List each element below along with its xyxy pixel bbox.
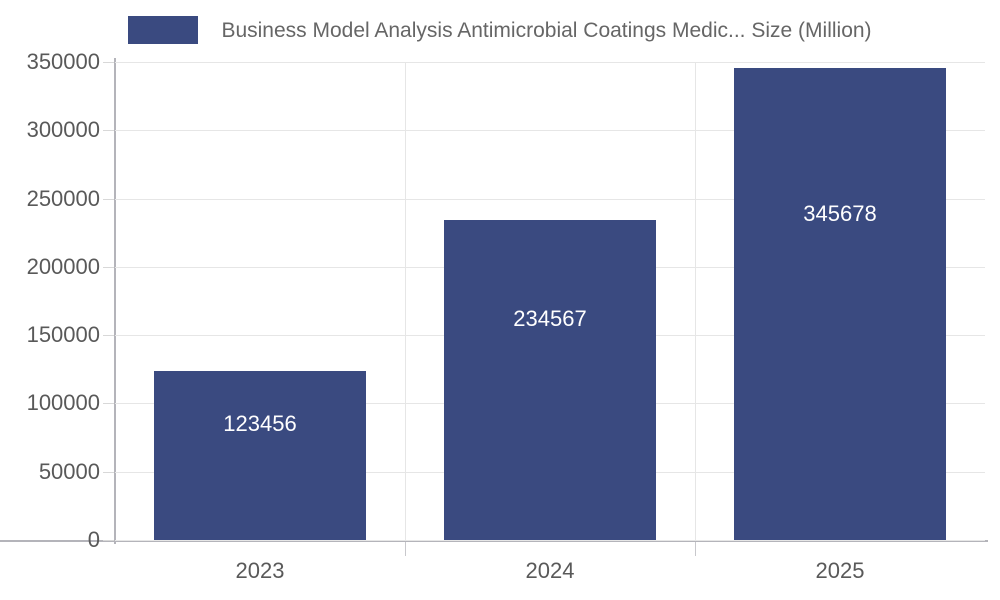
y-axis-tick-mark: [103, 198, 114, 200]
gridline-vertical: [405, 62, 406, 540]
y-axis-tick-mark: [103, 266, 114, 268]
bar-value-label: 345678: [803, 201, 877, 227]
gridline-horizontal: [115, 198, 985, 200]
bar[interactable]: [734, 67, 946, 540]
y-axis-tick-mark: [103, 335, 114, 337]
y-axis-tick-label: 300000: [26, 117, 100, 143]
legend-color-swatch[interactable]: [128, 16, 199, 44]
y-axis-tick-mark: [103, 540, 114, 541]
y-axis-tick-label: 100000: [26, 390, 100, 416]
x-axis-tick-mark: [405, 542, 406, 556]
y-axis-tick-label: 150000: [26, 322, 100, 348]
y-axis-tick-mark: [103, 471, 114, 473]
x-axis-tick-mark: [695, 542, 696, 556]
chart-legend: Business Model Analysis Antimicrobial Co…: [0, 10, 1000, 50]
bar[interactable]: [154, 371, 366, 540]
y-axis-tick-label: 200000: [26, 253, 100, 279]
gridline-horizontal: [115, 62, 985, 63]
y-axis-tick-mark: [103, 130, 114, 132]
x-axis-tick-label: 2024: [525, 558, 575, 583]
x-axis-tick-label: 2025: [815, 558, 865, 583]
gridline-horizontal: [115, 540, 985, 541]
y-axis-tick-label: 250000: [26, 185, 100, 211]
legend-label: Business Model Analysis Antimicrobial Co…: [221, 18, 872, 42]
gridline-vertical: [695, 62, 696, 540]
x-axis-tick-label: 2023: [235, 558, 285, 583]
y-axis-tick-mark: [103, 62, 114, 63]
y-axis-tick-label: 350000: [26, 49, 100, 74]
y-axis-tick-label: 50000: [38, 458, 100, 484]
y-axis-line: [114, 58, 116, 544]
bar-value-label: 234567: [513, 305, 587, 331]
bar-value-label: 123456: [223, 410, 297, 436]
bar[interactable]: [444, 219, 656, 540]
x-axis-line: [0, 540, 988, 542]
y-axis-tick-label: 0: [87, 527, 100, 552]
gridline-horizontal: [115, 130, 985, 132]
plot-area: 123456 234567 345678: [115, 62, 985, 541]
y-axis-tick-mark: [103, 403, 114, 405]
